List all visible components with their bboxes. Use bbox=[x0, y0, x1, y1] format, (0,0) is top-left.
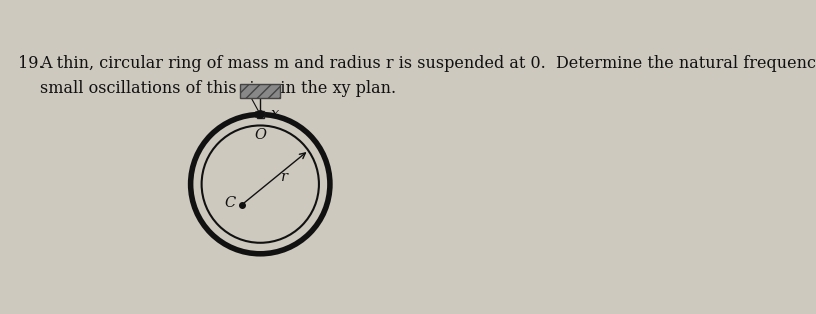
Text: x: x bbox=[271, 107, 279, 122]
Text: r: r bbox=[281, 171, 287, 184]
Bar bbox=[240, 84, 281, 98]
Text: small oscillations of this ring in the xy plan.: small oscillations of this ring in the x… bbox=[40, 80, 397, 97]
Bar bbox=[256, 111, 264, 118]
Text: 19.: 19. bbox=[18, 55, 44, 72]
Text: y: y bbox=[241, 81, 249, 95]
Text: C: C bbox=[225, 196, 236, 210]
Text: O: O bbox=[255, 128, 266, 142]
Text: A thin, circular ring of mass m and radius r is suspended at 0.  Determine the n: A thin, circular ring of mass m and radi… bbox=[40, 55, 816, 72]
